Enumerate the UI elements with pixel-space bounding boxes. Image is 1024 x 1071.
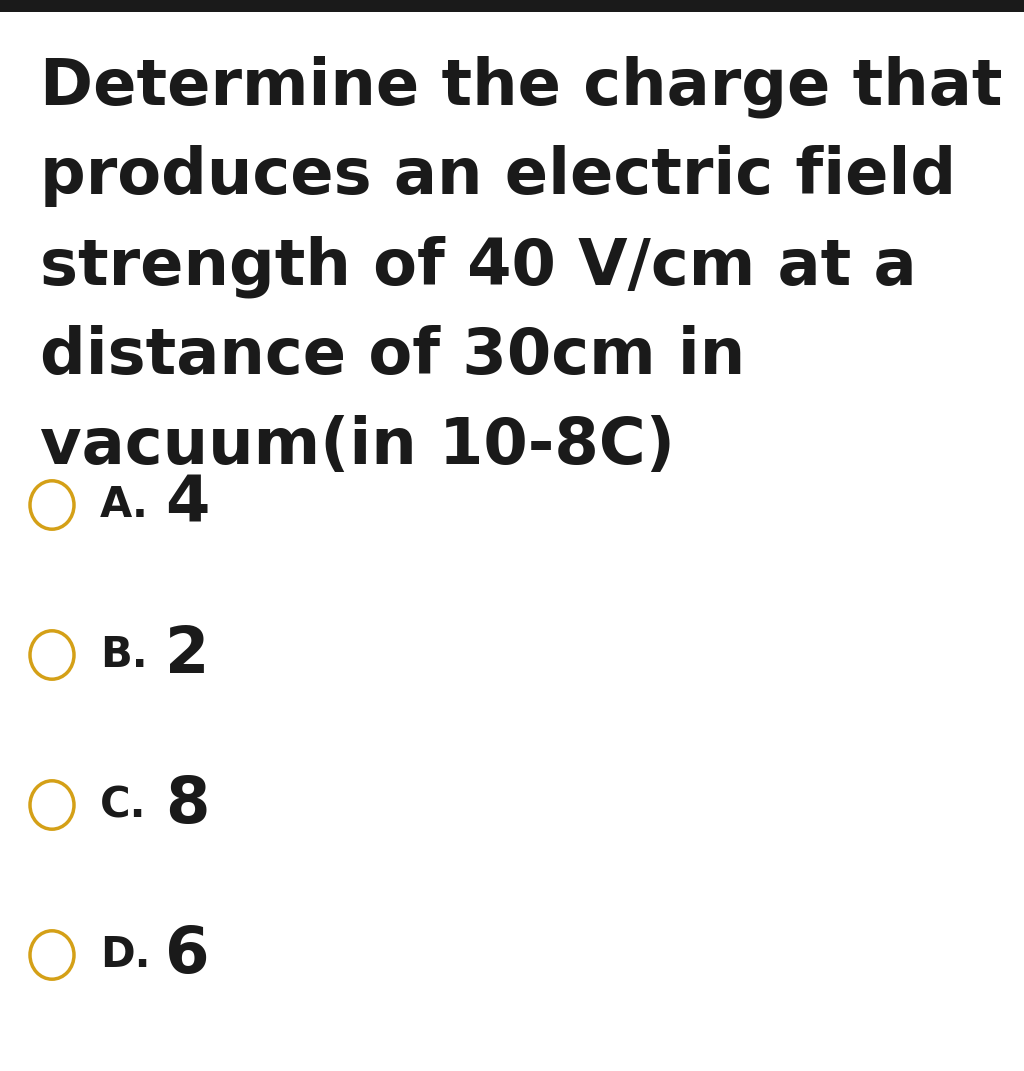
- Text: 4: 4: [165, 474, 209, 536]
- Text: vacuum(in 10-8C): vacuum(in 10-8C): [40, 414, 675, 477]
- Text: B.: B.: [100, 634, 147, 676]
- Text: Determine the charge that: Determine the charge that: [40, 55, 1002, 118]
- Text: D.: D.: [100, 934, 151, 976]
- Text: 2: 2: [165, 624, 209, 687]
- Ellipse shape: [30, 931, 74, 979]
- Ellipse shape: [30, 781, 74, 829]
- Text: 6: 6: [165, 924, 210, 986]
- Bar: [0, 0, 1024, 12]
- Text: strength of 40 V/cm at a: strength of 40 V/cm at a: [40, 235, 916, 298]
- Text: produces an electric field: produces an electric field: [40, 145, 956, 207]
- Ellipse shape: [30, 631, 74, 679]
- Text: C.: C.: [100, 784, 146, 826]
- Text: A.: A.: [100, 484, 148, 526]
- Text: distance of 30cm in: distance of 30cm in: [40, 325, 745, 387]
- Text: 8: 8: [165, 774, 210, 836]
- Ellipse shape: [30, 481, 74, 529]
